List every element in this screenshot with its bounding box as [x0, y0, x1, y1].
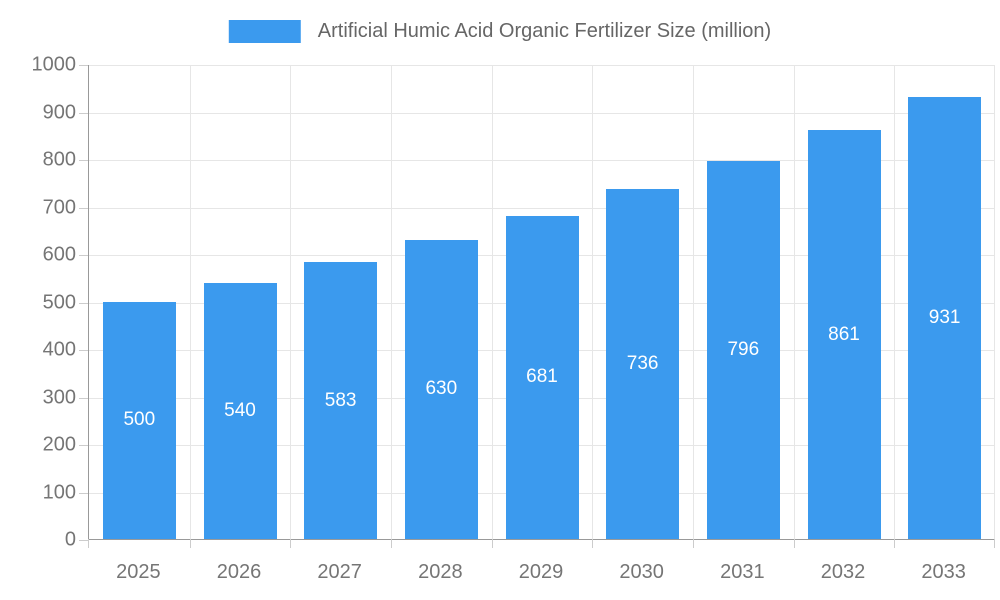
gridline-vertical: [793, 65, 795, 539]
x-axis-tick: [994, 539, 995, 548]
x-axis-tick-label: 2032: [820, 561, 866, 583]
y-axis-tick: [79, 160, 88, 161]
bar-2032[interactable]: 861: [807, 130, 881, 539]
bar-2028[interactable]: 630: [404, 239, 478, 539]
bar-value-label: 540: [224, 399, 256, 421]
y-axis-tick-label: 0: [64, 528, 76, 551]
bar-value-label: 736: [626, 353, 659, 375]
y-axis-tick-label: 600: [42, 243, 76, 266]
y-axis-tick: [79, 207, 88, 209]
y-axis-tick: [79, 112, 88, 114]
y-axis-tick: [79, 65, 88, 66]
legend-swatch: [228, 20, 301, 43]
gridline-horizontal: [89, 112, 994, 114]
bar-value-label: 630: [425, 378, 458, 400]
gridline-vertical: [693, 65, 694, 539]
y-axis-tick-label: 100: [42, 481, 76, 503]
x-axis-tick: [189, 539, 191, 548]
x-axis-tick: [491, 539, 493, 548]
y-axis-tick: [79, 350, 88, 351]
bar-value-label: 681: [526, 366, 558, 388]
y-axis-tick: [79, 445, 88, 446]
y-axis-tick-label: 300: [42, 386, 76, 408]
legend-label: Artificial Humic Acid Organic Fertilizer…: [317, 20, 772, 42]
x-axis-tick-label: 2028: [418, 561, 463, 583]
x-axis-tick: [592, 539, 594, 548]
y-axis-tick-label: 800: [42, 148, 76, 171]
gridline-vertical: [189, 65, 191, 539]
bar-value-label: 796: [727, 338, 760, 360]
x-axis-tick-label: 2033: [921, 561, 966, 583]
y-axis-tick-label: 400: [42, 338, 76, 361]
bar-2026[interactable]: 540: [203, 282, 277, 539]
x-axis-tick: [693, 539, 694, 548]
y-axis: 0 100 200 300 400 500 600 700 800 900 1000: [0, 54, 77, 551]
gridline-vertical: [391, 65, 392, 539]
bar-value-label: 861: [828, 323, 860, 345]
gridline-vertical: [894, 65, 896, 539]
y-axis-tick: [79, 302, 88, 304]
y-axis-tick: [79, 397, 88, 399]
gridline-vertical: [994, 65, 995, 539]
x-axis-tick: [290, 539, 292, 548]
x-axis-tick-label: 2027: [317, 561, 362, 583]
y-axis-tick-label: 200: [42, 433, 76, 456]
bar-value-label: 500: [123, 409, 156, 431]
gridline-horizontal: [89, 160, 994, 161]
legend-item[interactable]: Artificial Humic Acid Organic Fertilizer…: [228, 20, 772, 43]
x-axis-tick-label: 2031: [720, 561, 765, 583]
gridline-vertical: [491, 65, 493, 539]
bar-value-label: 583: [324, 389, 357, 411]
gridline-horizontal: [89, 65, 994, 66]
y-axis-tick-label: 900: [42, 101, 76, 123]
bar-value-label: 931: [928, 306, 961, 328]
gridline-vertical: [592, 65, 594, 539]
y-axis-tick-label: 700: [42, 196, 76, 218]
y-axis-tick: [79, 492, 88, 494]
plot-area: 500 540 583 630 681 736 796 861 931: [79, 65, 995, 548]
x-axis-tick: [894, 539, 896, 548]
x-axis: 2025 2026 2027 2028 2029 2030 2031 2032 2033: [88, 540, 994, 590]
y-axis-tick-label: 1000: [31, 53, 77, 76]
y-axis-tick: [79, 255, 88, 256]
x-axis-tick: [391, 539, 392, 548]
bar-2030[interactable]: 736: [606, 189, 680, 539]
bar-2029[interactable]: 681: [505, 215, 579, 539]
x-axis-tick-label: 2025: [116, 561, 161, 583]
y-axis-tick: [79, 540, 88, 541]
x-axis-tick: [88, 539, 89, 548]
x-axis-tick-label: 2030: [619, 561, 664, 583]
gridline-vertical: [290, 65, 292, 539]
x-axis-tick-label: 2029: [518, 561, 564, 583]
bar-2027[interactable]: 583: [304, 262, 378, 539]
x-axis-tick: [793, 539, 795, 548]
bar-2033[interactable]: 931: [908, 96, 982, 539]
x-axis-tick-label: 2026: [216, 561, 262, 583]
y-axis-tick-label: 500: [42, 291, 76, 313]
bar-2031[interactable]: 796: [706, 160, 780, 539]
bar-2025[interactable]: 500: [102, 301, 176, 539]
gridline-horizontal: [89, 207, 994, 209]
